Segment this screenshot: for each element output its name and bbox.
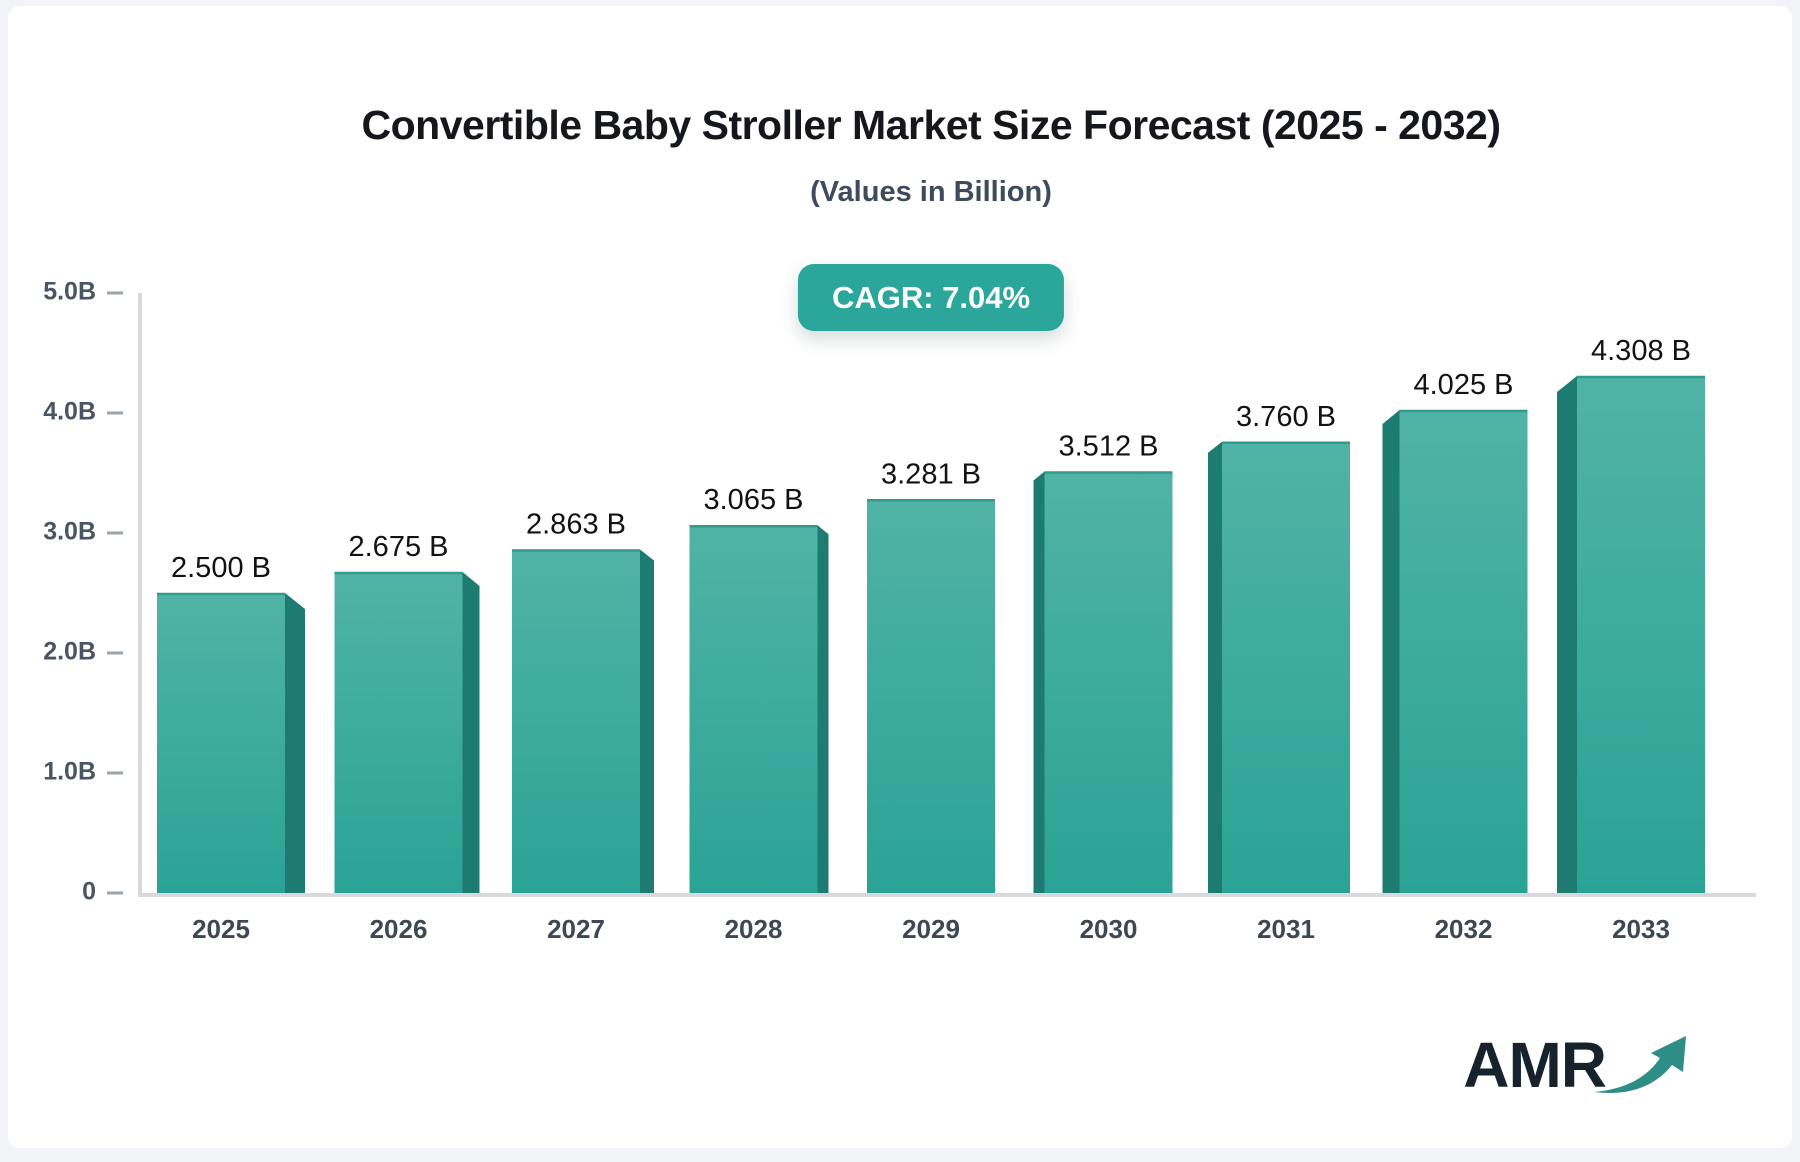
- bar-front-face: [689, 525, 818, 893]
- bar-front-face: [334, 572, 463, 893]
- bar-front-face: [1044, 471, 1173, 893]
- y-tick-label: 5.0B: [43, 278, 96, 306]
- bar-value-label: 3.760 B: [1236, 401, 1336, 433]
- x-axis-year-label: 2033: [1612, 914, 1670, 944]
- amr-logo-text: AMR: [1463, 1029, 1607, 1101]
- bar-value-label: 3.065 B: [704, 484, 804, 516]
- bar-value-label: 3.512 B: [1059, 431, 1159, 463]
- bar-side-face: [817, 525, 829, 893]
- bar-front-face: [157, 593, 285, 893]
- bar-value-label: 2.675 B: [349, 531, 449, 563]
- bar-value-label: 4.025 B: [1414, 369, 1514, 401]
- x-axis-year-label: 2026: [370, 914, 428, 944]
- bar-value-label: 3.281 B: [881, 458, 981, 490]
- bar-2028: 3.065 B 2028: [689, 484, 829, 944]
- bar-value-label: 2.500 B: [171, 552, 271, 584]
- chart-subtitle: (Values in Billion): [810, 176, 1052, 208]
- x-axis-year-label: 2030: [1080, 914, 1138, 944]
- x-axis-year-label: 2031: [1257, 914, 1315, 944]
- bar-2027: 2.863 B 2027: [512, 508, 654, 944]
- bar-side-face: [285, 593, 305, 893]
- bar-side-face: [1208, 441, 1222, 893]
- bar-value-label: 4.308 B: [1591, 335, 1691, 367]
- bar-front-face: [1399, 410, 1528, 893]
- chart-title: Convertible Baby Stroller Market Size Fo…: [361, 102, 1501, 148]
- bar-side-face: [462, 572, 480, 893]
- x-axis-year-label: 2029: [902, 914, 960, 944]
- growth-arrow-icon: [1594, 1036, 1686, 1093]
- bar-2026: 2.675 B 2026: [334, 531, 480, 944]
- y-tick-label: 1.0B: [43, 758, 96, 786]
- x-axis-year-label: 2032: [1435, 914, 1493, 944]
- bar-front-face: [1577, 376, 1705, 893]
- bar-side-face: [1557, 376, 1577, 893]
- x-axis-year-label: 2025: [192, 914, 250, 944]
- bar-side-face: [1033, 471, 1045, 893]
- y-tick-label: 3.0B: [43, 518, 96, 546]
- x-axis-year-label: 2028: [725, 914, 783, 944]
- cagr-badge: CAGR: 7.04%: [797, 264, 1065, 331]
- bar-2030: 3.512 B 2030: [1033, 431, 1173, 944]
- chart-card: Convertible Baby Stroller Market Size Fo…: [8, 6, 1792, 1148]
- x-axis-year-label: 2027: [547, 914, 605, 944]
- bar-2029: 3.281 B 2029: [867, 458, 995, 944]
- y-tick-label: 2.0B: [43, 638, 96, 666]
- amr-logo: AMR: [1463, 1030, 1702, 1100]
- bar-2031: 3.760 B 2031: [1208, 401, 1350, 944]
- bar-front-face: [512, 549, 640, 893]
- bar-2032: 4.025 B 2032: [1382, 369, 1528, 944]
- bar-2033: 4.308 B 2033: [1557, 335, 1705, 944]
- bar-front-face: [867, 499, 995, 893]
- y-tick-label: 4.0B: [43, 398, 96, 426]
- bar-side-face: [1382, 410, 1400, 893]
- bar-front-face: [1222, 441, 1350, 893]
- bar-value-label: 2.863 B: [526, 508, 626, 540]
- bar-side-face: [640, 549, 654, 893]
- y-tick-label: 0: [82, 878, 96, 906]
- bar-2025: 2.500 B 2025: [157, 552, 305, 944]
